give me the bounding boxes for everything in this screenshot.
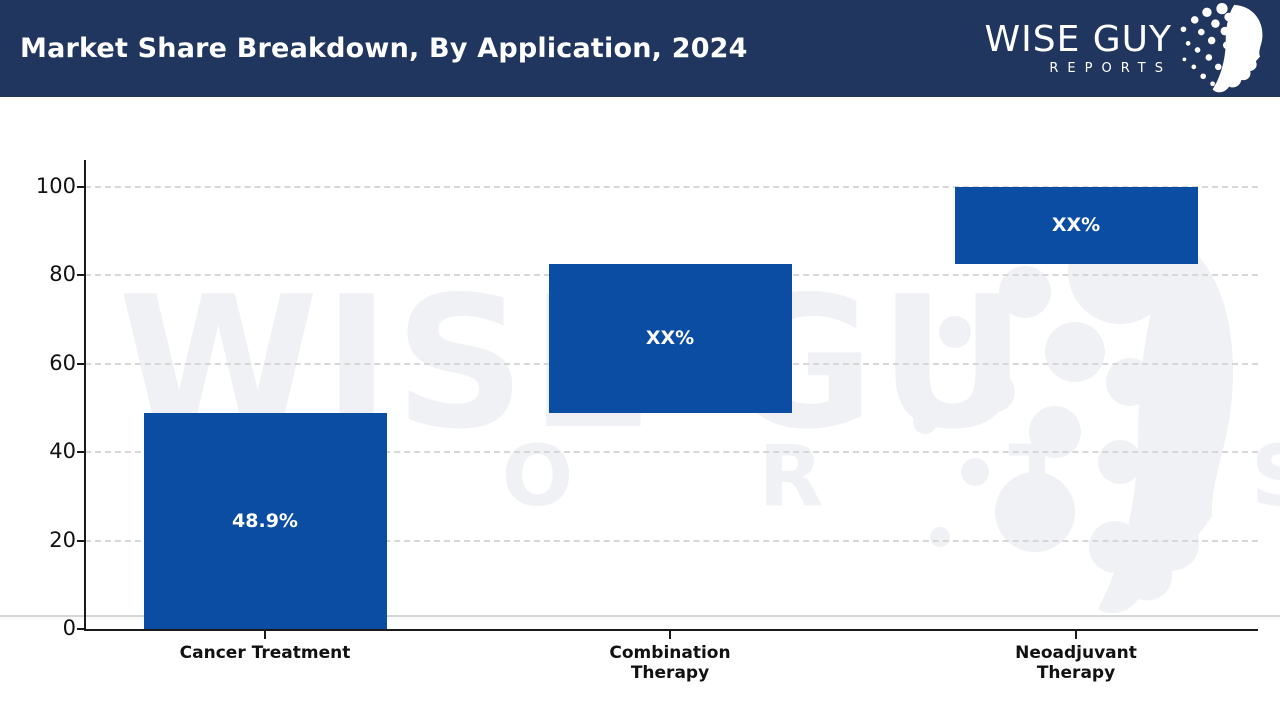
logo-wordmark-main: WISE GUY xyxy=(984,18,1172,60)
bar-value-label: 48.9% xyxy=(232,509,298,532)
brand-logo: WISE GUY REPORTS xyxy=(985,2,1271,96)
x-tick-mark xyxy=(1075,631,1077,639)
y-tick-mark xyxy=(77,362,85,365)
bar-segment: 48.9% xyxy=(143,412,387,629)
logo-wordmark-sub: REPORTS xyxy=(1049,60,1172,76)
x-tick-mark xyxy=(669,631,671,639)
bar-segment: XX% xyxy=(548,263,792,413)
y-tick-mark xyxy=(77,186,85,188)
y-tick-label: 0 xyxy=(62,616,76,640)
logo-wordmark: WISE GUY REPORTS xyxy=(984,18,1173,76)
y-tick-label: 20 xyxy=(49,527,76,552)
watermark-head-icon xyxy=(913,220,1234,614)
y-tick-mark xyxy=(77,628,85,630)
y-gridline xyxy=(85,186,1258,188)
y-tick-label: 40 xyxy=(49,439,76,464)
x-axis-line xyxy=(84,629,1258,631)
x-category-label: Combination Therapy xyxy=(609,643,731,683)
x-category-label: Neoadjuvant Therapy xyxy=(1015,643,1137,683)
footer-pad xyxy=(0,617,1280,620)
y-axis-line xyxy=(84,160,86,631)
chart-area: WISE GU P O R T S 0 20 40 60 80 100 48.9% Cance… xyxy=(0,97,1280,717)
logo-head-icon xyxy=(1180,2,1263,92)
page-title: Market Share Breakdown, By Application, … xyxy=(20,33,748,64)
y-tick-mark xyxy=(77,451,85,454)
y-gridline xyxy=(85,539,1258,542)
bar-value-label: XX% xyxy=(645,327,695,350)
y-tick-mark xyxy=(77,274,85,277)
header-bar: Market Share Breakdown, By Application, … xyxy=(0,0,1280,97)
footer-divider xyxy=(0,615,1280,617)
x-category-label: Cancer Treatment xyxy=(179,643,351,663)
y-tick-label: 100 xyxy=(35,174,76,198)
x-tick-mark xyxy=(264,631,266,639)
bar-segment: XX% xyxy=(954,187,1198,264)
y-tick-mark xyxy=(77,539,85,542)
y-tick-label: 60 xyxy=(49,350,76,375)
y-gridline xyxy=(85,451,1258,454)
bar-value-label: XX% xyxy=(1051,214,1101,237)
y-tick-label: 80 xyxy=(49,262,76,287)
